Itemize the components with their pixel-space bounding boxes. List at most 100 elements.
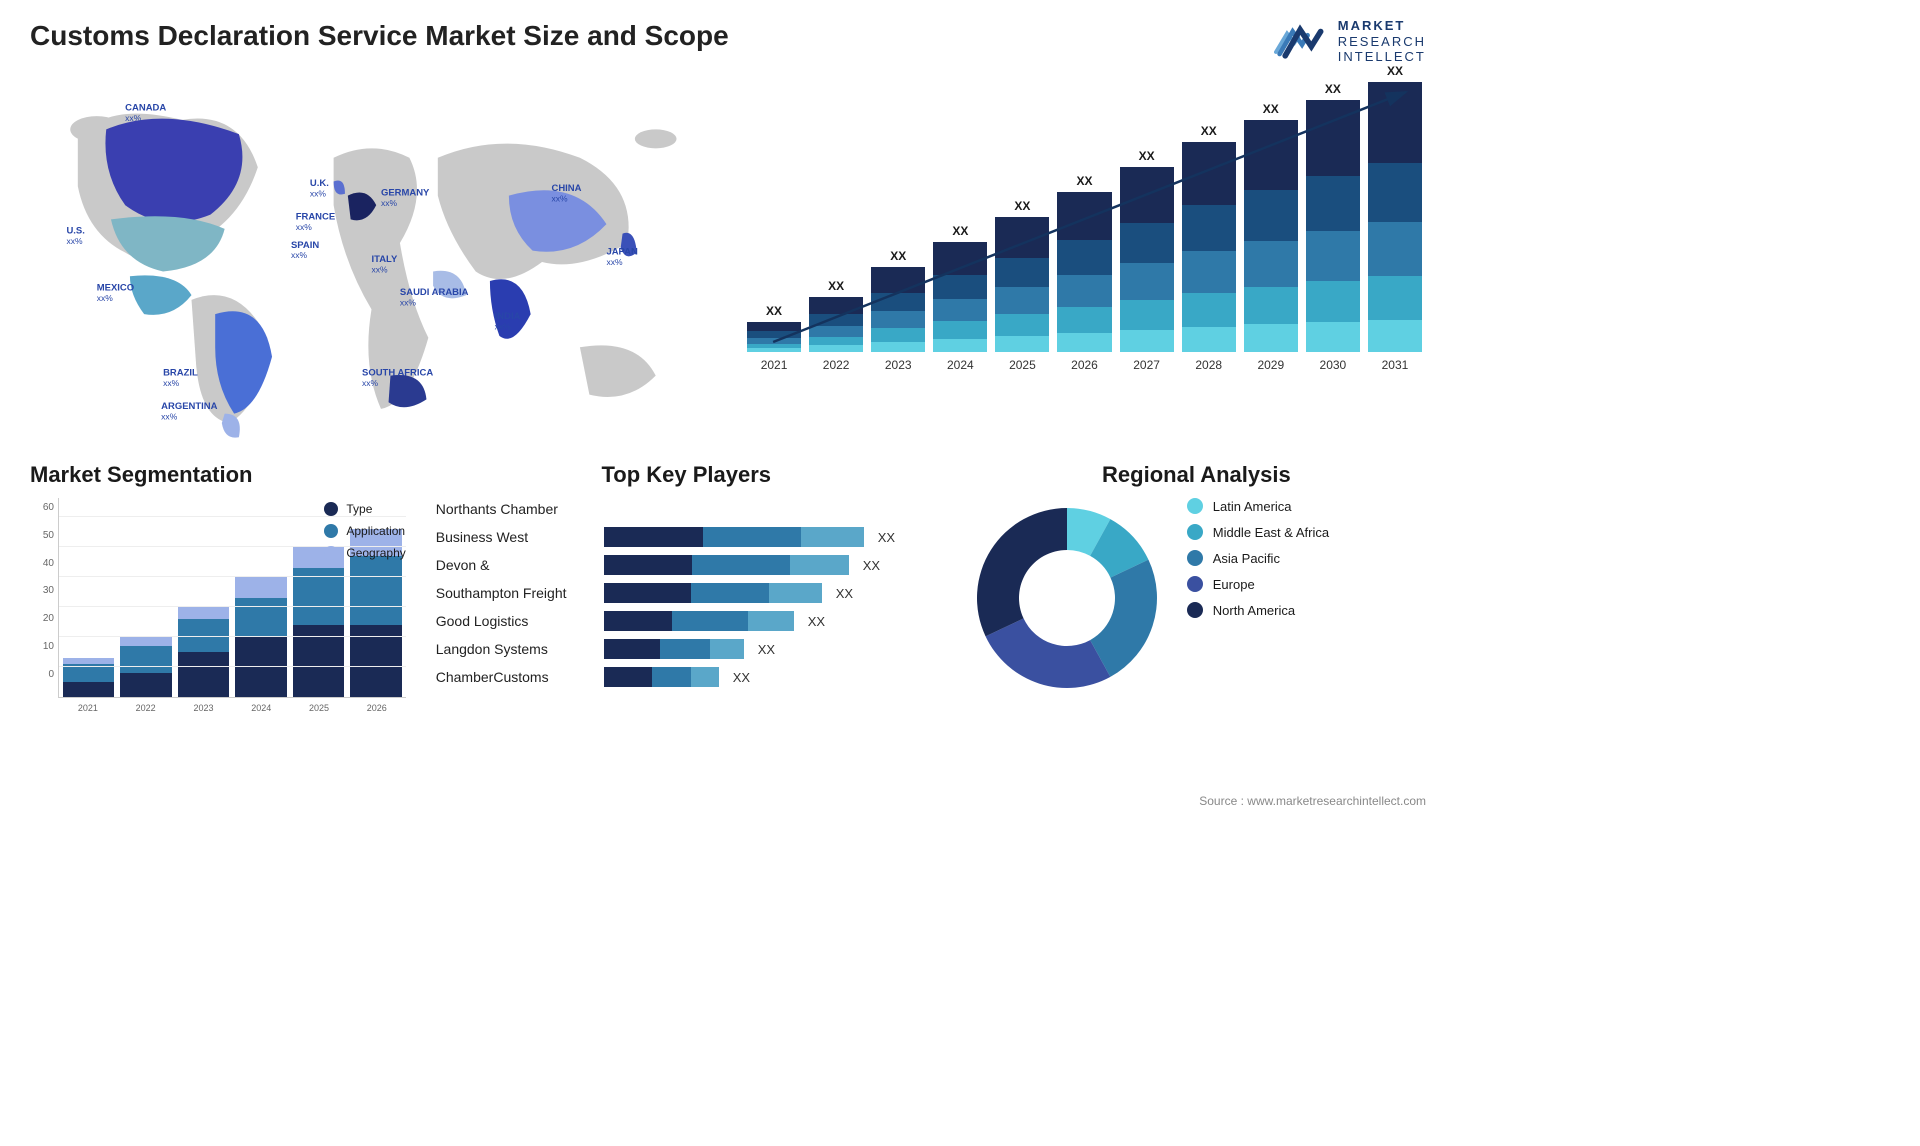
- map-label: SOUTH AFRICA: [362, 368, 433, 379]
- key-player-label: Business West: [436, 529, 596, 545]
- key-player-label: Langdon Systems: [436, 641, 596, 657]
- key-player-value: XX: [878, 530, 895, 545]
- seg-bar: [293, 547, 344, 697]
- legend-item: Application: [324, 524, 405, 538]
- regional-panel: Regional Analysis Latin America Middle Ea…: [967, 462, 1426, 722]
- page-title: Customs Declaration Service Market Size …: [30, 20, 1426, 52]
- map-label-pct: xx%: [125, 113, 142, 123]
- map-label-pct: xx%: [495, 321, 512, 331]
- legend-item: Latin America: [1187, 498, 1329, 514]
- map-label: GERMANY: [381, 188, 430, 199]
- key-player-label: Northants Chamber: [436, 501, 596, 517]
- key-player-value: XX: [863, 558, 880, 573]
- growth-bar-value-label: XX: [1263, 102, 1279, 116]
- key-player-value: XX: [733, 670, 750, 685]
- growth-bar: XX 2028: [1182, 124, 1236, 372]
- growth-bar-year: 2031: [1382, 358, 1409, 372]
- map-label: MEXICO: [97, 282, 134, 293]
- seg-bar: [120, 637, 171, 697]
- map-label: SAUDI ARABIA: [400, 287, 469, 298]
- brand-logo: MARKET RESEARCH INTELLECT: [1274, 18, 1426, 65]
- growth-bar-year: 2025: [1009, 358, 1036, 372]
- map-label-pct: xx%: [97, 293, 114, 303]
- map-label-pct: xx%: [606, 257, 623, 267]
- legend-item: Asia Pacific: [1187, 550, 1329, 566]
- growth-bar-year: 2030: [1320, 358, 1347, 372]
- regional-title: Regional Analysis: [967, 462, 1426, 488]
- key-player-value: XX: [836, 586, 853, 601]
- legend-item: Europe: [1187, 576, 1329, 592]
- map-label-pct: xx%: [161, 411, 178, 421]
- seg-bar: [178, 607, 229, 697]
- key-player-row: Devon &XX: [436, 554, 937, 576]
- segmentation-legend: TypeApplicationGeography: [324, 502, 405, 568]
- key-player-row: Good Logistics XX: [436, 610, 937, 632]
- growth-bar: XX2023: [871, 249, 925, 372]
- legend-item: Type: [324, 502, 405, 516]
- growth-bar-year: 2024: [947, 358, 974, 372]
- map-label: FRANCE: [296, 211, 335, 222]
- growth-bar-year: 2027: [1133, 358, 1160, 372]
- key-player-value: XX: [758, 642, 775, 657]
- map-label-pct: xx%: [552, 193, 569, 203]
- map-region-mex: [130, 275, 192, 314]
- growth-bar: XX2021: [747, 304, 801, 372]
- legend-item: Middle East & Africa: [1187, 524, 1329, 540]
- growth-bar-value-label: XX: [1014, 199, 1030, 213]
- growth-bar-value-label: XX: [828, 279, 844, 293]
- logo-mark-icon: [1274, 19, 1330, 64]
- map-label-pct: xx%: [362, 378, 379, 388]
- seg-bar: [63, 658, 114, 697]
- world-map: CANADAxx%U.S.xx%MEXICOxx%BRAZILxx%ARGENT…: [30, 82, 713, 442]
- segmentation-panel: Market Segmentation 6050403020100 202120…: [30, 462, 406, 722]
- map-label: SPAIN: [291, 240, 319, 251]
- growth-bar: XX 2029: [1244, 102, 1298, 372]
- growth-bar: XX 2025: [995, 199, 1049, 372]
- growth-bar: XX 2027: [1120, 149, 1174, 372]
- key-player-row: Southampton FreightXX: [436, 582, 937, 604]
- growth-bar: XX2024: [933, 224, 987, 372]
- map-label: ITALY: [372, 254, 398, 265]
- key-players-title: Top Key Players: [436, 462, 937, 488]
- map-region-saf: [389, 375, 427, 407]
- growth-bar-year: 2023: [885, 358, 912, 372]
- logo-line2: RESEARCH: [1338, 34, 1426, 50]
- key-player-label: ChamberCustoms: [436, 669, 596, 685]
- logo-line3: INTELLECT: [1338, 49, 1426, 65]
- key-player-row: Langdon Systems XX: [436, 638, 937, 660]
- map-label: U.S.: [66, 226, 84, 237]
- growth-bar-value-label: XX: [1139, 149, 1155, 163]
- key-player-value: XX: [808, 614, 825, 629]
- map-label-pct: xx%: [372, 264, 389, 274]
- growth-bar-year: 2029: [1257, 358, 1284, 372]
- map-label: ARGENTINA: [161, 401, 217, 412]
- logo-line1: MARKET: [1338, 18, 1426, 34]
- map-label-pct: xx%: [163, 378, 180, 388]
- key-players-panel: Top Key Players Northants Chamber Busines…: [436, 462, 937, 722]
- map-label-pct: xx%: [400, 298, 417, 308]
- key-player-label: Good Logistics: [436, 613, 596, 629]
- growth-bar-value-label: XX: [1201, 124, 1217, 138]
- donut-slice: [977, 508, 1067, 636]
- growth-bar-year: 2026: [1071, 358, 1098, 372]
- growth-bar-chart: XX2021XX2022XX2023XX2024XX2025XX2026XX20…: [743, 82, 1426, 442]
- segmentation-title: Market Segmentation: [30, 462, 406, 488]
- map-label: CHINA: [552, 183, 582, 194]
- regional-legend: Latin America Middle East & Africa Asia Pa…: [1187, 498, 1329, 628]
- growth-bar-value-label: XX: [1325, 82, 1341, 96]
- map-label: JAPAN: [606, 246, 638, 257]
- map-label-pct: xx%: [66, 236, 83, 246]
- growth-bar: XX 2030: [1306, 82, 1360, 372]
- growth-bar-year: 2022: [823, 358, 850, 372]
- growth-bar-year: 2028: [1195, 358, 1222, 372]
- map-label-pct: xx%: [291, 250, 308, 260]
- donut-slice: [985, 618, 1110, 688]
- growth-bar-value-label: XX: [1077, 174, 1093, 188]
- map-label: BRAZIL: [163, 368, 198, 379]
- growth-bar: XX 2022: [809, 279, 863, 372]
- map-label: INDIA: [495, 311, 521, 322]
- growth-bar: XX 2026: [1057, 174, 1111, 372]
- map-label: CANADA: [125, 102, 166, 113]
- growth-bar-year: 2021: [761, 358, 788, 372]
- legend-item: North America: [1187, 602, 1329, 618]
